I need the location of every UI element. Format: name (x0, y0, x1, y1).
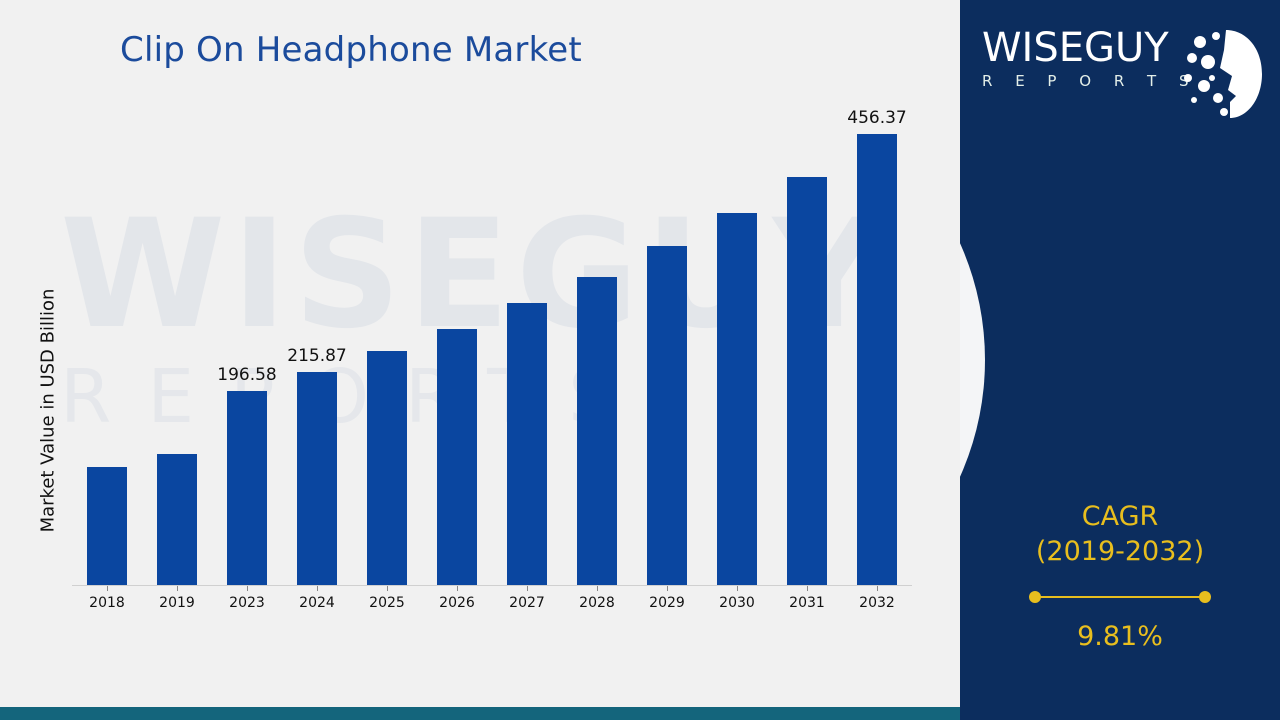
bar-2019[interactable] (157, 454, 197, 586)
y-axis-label: Market Value in USD Billion (37, 288, 59, 533)
cagr-divider (1029, 591, 1211, 604)
x-tick-2031: 2031 (772, 586, 842, 611)
x-tick-2019: 2019 (142, 586, 212, 611)
cagr-label-line2: (2019-2032) (1035, 535, 1205, 567)
bar-series: 196.58 215.87 456.37 (72, 108, 912, 586)
tick-mark (316, 586, 318, 591)
x-tick-2030: 2030 (702, 586, 772, 611)
x-axis-ticks: 2018 2019 2023 2024 2025 2026 2027 2028 2029 2030… (72, 586, 912, 611)
x-tick-2027: 2027 (492, 586, 562, 611)
logo-head-icon (1184, 30, 1262, 118)
x-tick-2029: 2029 (632, 586, 702, 611)
tick-mark (806, 586, 808, 591)
tick-mark (736, 586, 738, 591)
bar-slot (352, 120, 422, 586)
bar-2025[interactable] (367, 351, 407, 586)
x-tick-2023: 2023 (212, 586, 282, 611)
bar-2023[interactable] (227, 391, 267, 586)
bar-slot (632, 120, 702, 586)
tick-mark (386, 586, 388, 591)
x-tick-label: 2025 (369, 595, 405, 611)
wiseguy-logo: WISEGUY R E P O R T S (982, 28, 1272, 120)
tick-mark (666, 586, 668, 591)
bar-slot (702, 120, 772, 586)
tick-mark (456, 586, 458, 591)
head-silhouette-graphic (960, 75, 985, 645)
bar-value-label: 215.87 (287, 346, 347, 366)
bar-2029[interactable] (647, 246, 687, 586)
bar-2028[interactable] (577, 277, 617, 586)
bar-slot (492, 120, 562, 586)
bar-slot: 196.58 (212, 120, 282, 586)
tick-mark (106, 586, 108, 591)
tick-mark (246, 586, 248, 591)
divider-dot-right (1199, 591, 1211, 604)
bar-slot (772, 120, 842, 586)
tick-mark (526, 586, 528, 591)
bar-2030[interactable] (717, 213, 757, 586)
bar-value-label: 196.58 (217, 365, 277, 385)
bar-slot (422, 120, 492, 586)
bar-slot: 215.87 (282, 120, 352, 586)
plot-area: 196.58 215.87 456.37 (72, 108, 912, 586)
bottom-accent-strip (0, 707, 960, 720)
bar-value-label: 456.37 (847, 108, 907, 128)
logo-tagline: R E P O R T S (982, 72, 1198, 90)
divider-line (1035, 596, 1205, 599)
x-tick-2026: 2026 (422, 586, 492, 611)
bar-slot (562, 120, 632, 586)
bar-2026[interactable] (437, 329, 477, 586)
x-tick-label: 2024 (299, 595, 335, 611)
x-tick-2032: 2032 (842, 586, 912, 611)
x-tick-label: 2031 (789, 595, 825, 611)
bar-slot (142, 120, 212, 586)
logo-wordmark: WISEGUY (982, 25, 1169, 71)
x-tick-label: 2029 (649, 595, 685, 611)
x-tick-label: 2027 (509, 595, 545, 611)
cagr-value: 9.81% (1077, 621, 1163, 653)
x-tick-label: 2032 (859, 595, 895, 611)
x-tick-2024: 2024 (282, 586, 352, 611)
x-tick-2025: 2025 (352, 586, 422, 611)
x-tick-label: 2026 (439, 595, 475, 611)
cagr-block: CAGR (2019-2032) 9.81% (960, 500, 1280, 652)
x-tick-2018: 2018 (72, 586, 142, 611)
bar-2032[interactable] (857, 134, 897, 586)
x-tick-label: 2023 (229, 595, 265, 611)
x-tick-2028: 2028 (562, 586, 632, 611)
x-tick-label: 2028 (579, 595, 615, 611)
tick-mark (176, 586, 178, 591)
cagr-label-line1: CAGR (1081, 501, 1159, 532)
x-tick-label: 2030 (719, 595, 755, 611)
tick-mark (876, 586, 878, 591)
tick-mark (596, 586, 598, 591)
brand-panel: WISEGUY R E P O R T S CAGR (960, 0, 1280, 720)
bar-2031[interactable] (787, 177, 827, 586)
bar-slot (72, 120, 142, 586)
bar-slot: 456.37 (842, 108, 912, 586)
bar-2027[interactable] (507, 303, 547, 586)
bar-2018[interactable] (87, 467, 127, 586)
x-tick-label: 2018 (89, 595, 125, 611)
chart-panel: WISEGUY REPORTS Clip On Headphone Market… (37, 30, 912, 611)
x-tick-label: 2019 (159, 595, 195, 611)
x-axis-line (72, 585, 912, 586)
chart-title: Clip On Headphone Market (120, 30, 582, 70)
bar-2024[interactable] (297, 372, 337, 586)
